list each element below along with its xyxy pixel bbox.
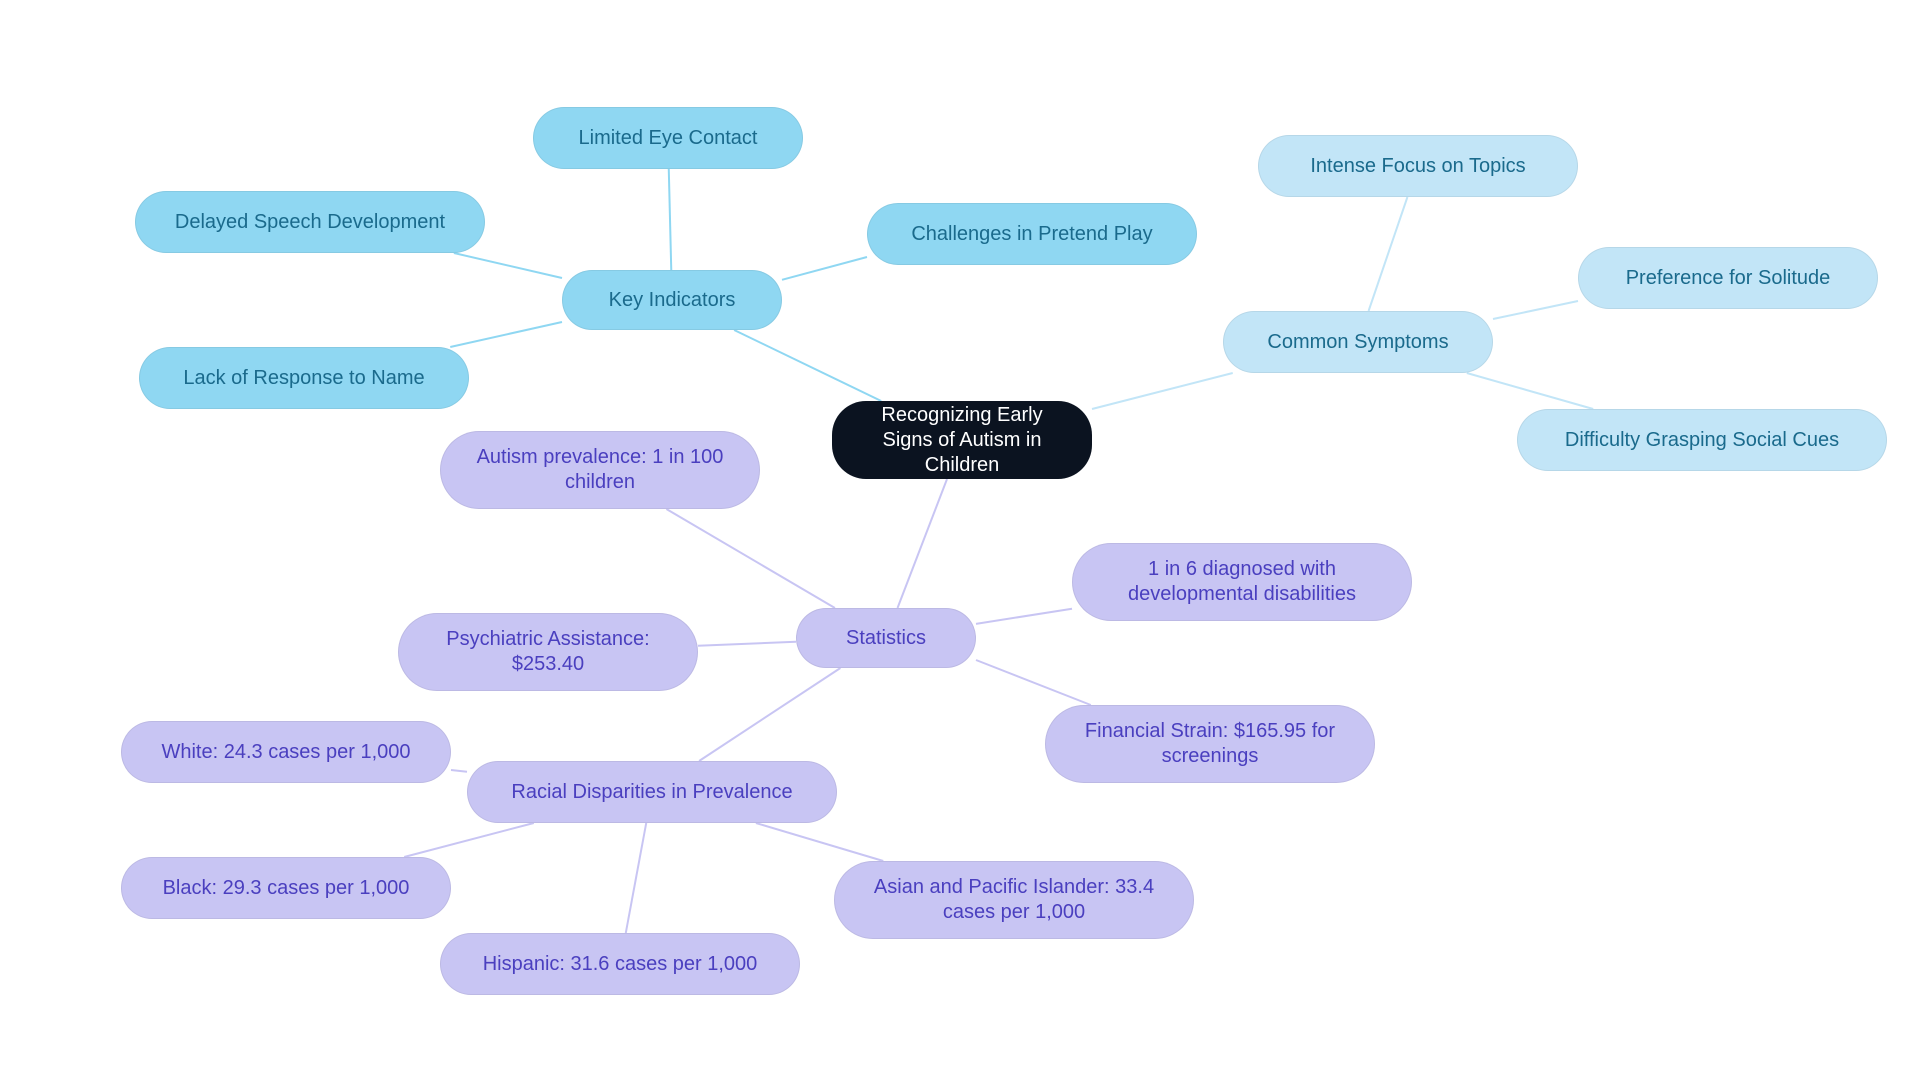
node-label: White: 24.3 cases per 1,000 xyxy=(161,740,410,765)
edge xyxy=(626,823,646,933)
edge xyxy=(698,642,796,646)
node-label: Psychiatric Assistance: $253.40 xyxy=(425,627,671,677)
edge xyxy=(976,660,1091,705)
node-ki_delayed_speech[interactable]: Delayed Speech Development xyxy=(135,191,485,253)
edge xyxy=(1369,197,1408,311)
mind-map-canvas: Recognizing Early Signs of Autism in Chi… xyxy=(0,0,1920,1083)
node-st_dev_disabilities[interactable]: 1 in 6 diagnosed with developmental disa… xyxy=(1072,543,1412,621)
edge xyxy=(669,169,671,270)
node-label: Asian and Pacific Islander: 33.4 cases p… xyxy=(861,875,1167,925)
node-label: Limited Eye Contact xyxy=(579,126,758,151)
node-cs_social_cues[interactable]: Difficulty Grasping Social Cues xyxy=(1517,409,1887,471)
edge xyxy=(756,823,883,861)
node-label: Challenges in Pretend Play xyxy=(911,222,1152,247)
node-rd_api[interactable]: Asian and Pacific Islander: 33.4 cases p… xyxy=(834,861,1194,939)
node-label: Preference for Solitude xyxy=(1626,266,1831,291)
edge xyxy=(976,609,1072,624)
node-label: Statistics xyxy=(846,626,926,651)
node-rd_hispanic[interactable]: Hispanic: 31.6 cases per 1,000 xyxy=(440,933,800,995)
node-label: Black: 29.3 cases per 1,000 xyxy=(163,876,410,901)
node-label: Recognizing Early Signs of Autism in Chi… xyxy=(858,403,1066,478)
node-label: Intense Focus on Topics xyxy=(1310,154,1525,179)
node-rd_white[interactable]: White: 24.3 cases per 1,000 xyxy=(121,721,451,783)
edge xyxy=(1493,301,1578,319)
node-cs_intense_focus[interactable]: Intense Focus on Topics xyxy=(1258,135,1578,197)
node-racial_disp[interactable]: Racial Disparities in Prevalence xyxy=(467,761,837,823)
node-ki_pretend_play[interactable]: Challenges in Pretend Play xyxy=(867,203,1197,265)
node-st_psych_assist[interactable]: Psychiatric Assistance: $253.40 xyxy=(398,613,698,691)
node-ki_lack_response[interactable]: Lack of Response to Name xyxy=(139,347,469,409)
edge xyxy=(898,479,948,608)
node-st_financial[interactable]: Financial Strain: $165.95 for screenings xyxy=(1045,705,1375,783)
node-ki_limited_eye[interactable]: Limited Eye Contact xyxy=(533,107,803,169)
node-label: Lack of Response to Name xyxy=(183,366,424,391)
node-label: Racial Disparities in Prevalence xyxy=(511,780,792,805)
edge xyxy=(699,668,840,761)
node-label: Key Indicators xyxy=(609,288,736,313)
node-label: Common Symptoms xyxy=(1267,330,1448,355)
edge xyxy=(1092,373,1233,409)
edge xyxy=(1467,373,1593,409)
edge xyxy=(451,770,467,772)
node-cs_solitude[interactable]: Preference for Solitude xyxy=(1578,247,1878,309)
node-key_indicators[interactable]: Key Indicators xyxy=(562,270,782,330)
edge xyxy=(734,330,881,401)
edge xyxy=(454,253,562,278)
node-common_symptoms[interactable]: Common Symptoms xyxy=(1223,311,1493,373)
node-label: Hispanic: 31.6 cases per 1,000 xyxy=(483,952,758,977)
node-label: Financial Strain: $165.95 for screenings xyxy=(1072,719,1348,769)
node-label: 1 in 6 diagnosed with developmental disa… xyxy=(1099,557,1385,607)
node-statistics[interactable]: Statistics xyxy=(796,608,976,668)
node-root[interactable]: Recognizing Early Signs of Autism in Chi… xyxy=(832,401,1092,479)
node-label: Difficulty Grasping Social Cues xyxy=(1565,428,1839,453)
edge xyxy=(666,509,835,608)
node-label: Autism prevalence: 1 in 100 children xyxy=(467,445,733,495)
node-rd_black[interactable]: Black: 29.3 cases per 1,000 xyxy=(121,857,451,919)
node-st_prevalence[interactable]: Autism prevalence: 1 in 100 children xyxy=(440,431,760,509)
edge xyxy=(450,322,562,347)
edge xyxy=(782,257,867,280)
edge xyxy=(404,823,534,857)
node-label: Delayed Speech Development xyxy=(175,210,445,235)
